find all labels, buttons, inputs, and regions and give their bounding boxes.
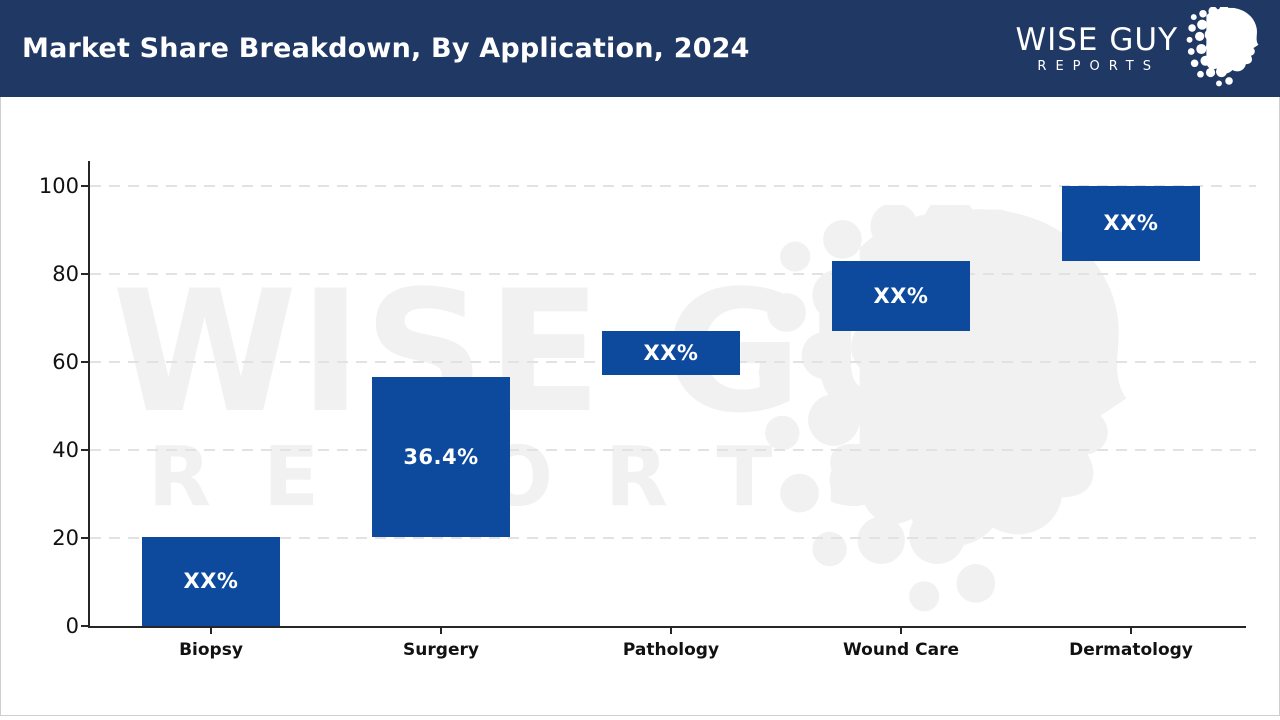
header-bar: Market Share Breakdown, By Application, …	[0, 0, 1280, 97]
gridline	[90, 537, 1256, 539]
bar-biopsy: XX%	[142, 536, 280, 626]
wise-guy-reports-logo: WISE GUY REPORTS	[1015, 6, 1280, 91]
y-axis-line	[88, 161, 90, 628]
y-tick-mark	[81, 273, 89, 275]
gridline	[90, 449, 1256, 451]
y-tick-mark	[81, 625, 89, 627]
logo-wordmark: WISE GUY	[1015, 21, 1178, 58]
x-tick-mark	[210, 626, 212, 634]
y-tick-mark	[81, 537, 89, 539]
y-tick-label: 80	[52, 262, 79, 286]
x-tick-mark	[900, 626, 902, 634]
x-category-label: Pathology	[622, 640, 720, 660]
x-tick-mark	[440, 626, 442, 634]
watermark-text-2: REPORTS	[148, 430, 936, 525]
x-category-label: Surgery	[403, 640, 479, 660]
x-tick-mark	[670, 626, 672, 634]
x-category-label: Wound Care	[843, 640, 959, 660]
gridline	[90, 273, 1256, 275]
logo-subtitle: REPORTS	[1037, 58, 1161, 74]
bar-dermatology: XX%	[1062, 186, 1200, 261]
y-tick-label: 60	[52, 350, 79, 374]
x-category-label: Dermatology	[1069, 640, 1193, 660]
bar-surgery: 36.4%	[372, 376, 510, 537]
y-tick-mark	[81, 185, 89, 187]
page-title: Market Share Breakdown, By Application, …	[22, 33, 750, 64]
y-tick-label: 100	[38, 174, 79, 198]
y-tick-label: 40	[52, 438, 79, 462]
bar-wound-care: XX%	[832, 260, 970, 332]
y-tick-label: 20	[52, 526, 79, 550]
x-category-label: Biopsy	[179, 640, 243, 660]
x-tick-mark	[1130, 626, 1132, 634]
y-tick-mark	[81, 361, 89, 363]
logo-text: WISE GUY REPORTS	[1015, 24, 1178, 74]
bar-value-label: XX%	[1103, 211, 1159, 236]
x-axis-line	[88, 626, 1246, 628]
bar-pathology: XX%	[602, 331, 740, 376]
y-tick-label: 0	[65, 614, 79, 638]
gridline	[90, 185, 1256, 187]
bar-value-label: 36.4%	[403, 444, 479, 469]
bar-value-label: XX%	[643, 341, 699, 366]
bar-value-label: XX%	[873, 283, 929, 308]
bar-value-label: XX%	[183, 569, 239, 594]
y-tick-mark	[81, 449, 89, 451]
